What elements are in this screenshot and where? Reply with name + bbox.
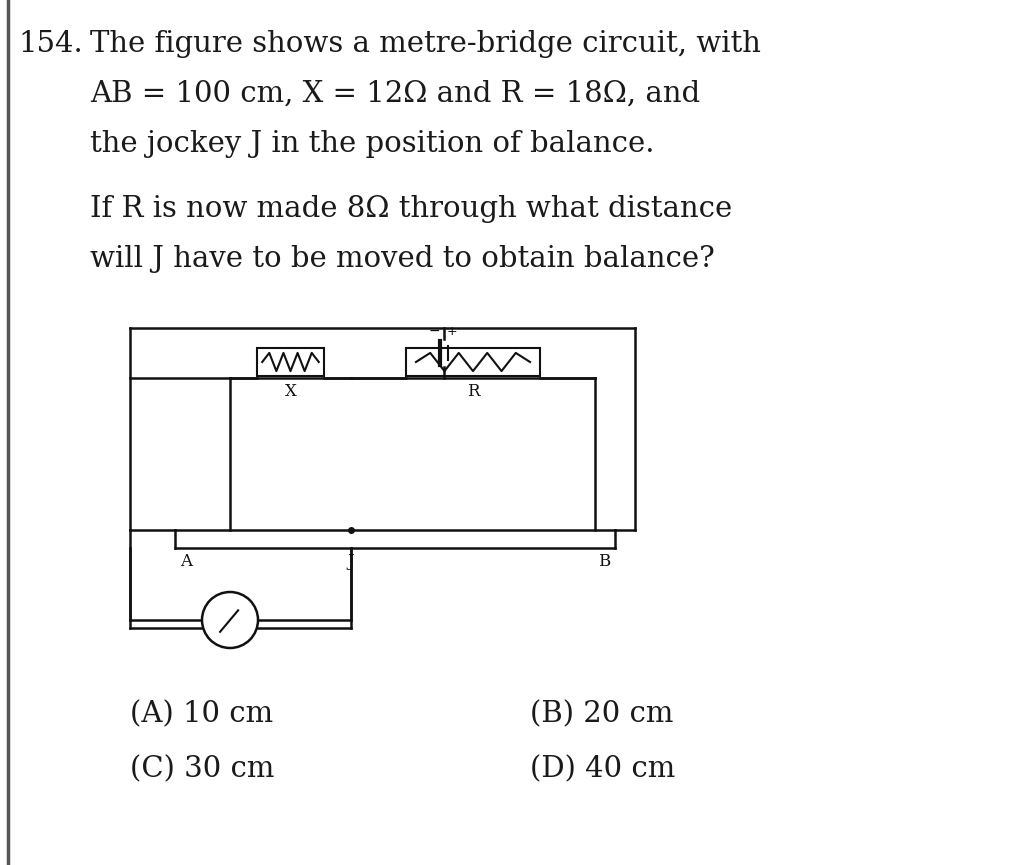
Text: will J have to be moved to obtain balance?: will J have to be moved to obtain balanc… bbox=[90, 245, 715, 273]
Text: (A) 10 cm: (A) 10 cm bbox=[130, 700, 273, 728]
Text: +: + bbox=[446, 325, 458, 338]
Text: (D) 40 cm: (D) 40 cm bbox=[530, 755, 675, 783]
Text: (C) 30 cm: (C) 30 cm bbox=[130, 755, 274, 783]
Text: 154.: 154. bbox=[18, 30, 83, 58]
Text: B: B bbox=[598, 553, 610, 570]
Text: X: X bbox=[285, 383, 296, 400]
Text: AB = 100 cm, X = 12Ω and R = 18Ω, and: AB = 100 cm, X = 12Ω and R = 18Ω, and bbox=[90, 80, 700, 108]
Text: J: J bbox=[348, 553, 354, 570]
Text: If R is now made 8Ω through what distance: If R is now made 8Ω through what distanc… bbox=[90, 195, 732, 223]
Circle shape bbox=[202, 592, 258, 648]
Text: the jockey J in the position of balance.: the jockey J in the position of balance. bbox=[90, 130, 654, 158]
Bar bbox=[257, 348, 324, 376]
Text: A: A bbox=[180, 553, 193, 570]
Bar bbox=[406, 348, 540, 376]
Text: (B) 20 cm: (B) 20 cm bbox=[530, 700, 674, 728]
Text: R: R bbox=[467, 383, 479, 400]
Text: −: − bbox=[428, 324, 440, 338]
Text: The figure shows a metre-bridge circuit, with: The figure shows a metre-bridge circuit,… bbox=[90, 30, 761, 58]
